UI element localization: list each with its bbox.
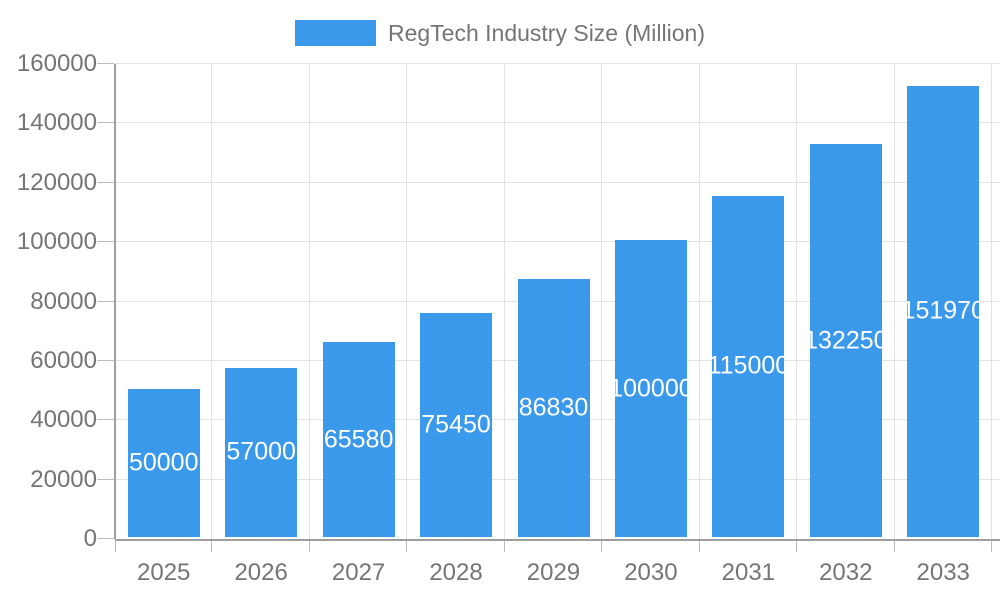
x-axis-tick	[796, 541, 798, 552]
x-axis-tick	[115, 541, 116, 552]
gridline-vertical	[893, 64, 895, 539]
x-axis-tick	[698, 541, 700, 552]
bar-value-label: 50000	[128, 448, 199, 477]
bar-value-label: 65580	[323, 425, 394, 454]
bar-value-label: 132250	[809, 326, 882, 355]
x-tick-label: 2028	[429, 559, 483, 586]
gridline-horizontal	[115, 181, 1000, 183]
gridline-vertical	[406, 64, 408, 539]
legend-swatch	[294, 20, 376, 46]
gridline-vertical	[698, 64, 700, 539]
x-tick-label: 2031	[721, 559, 776, 586]
x-tick-label: 2026	[234, 559, 288, 586]
gridline-vertical	[991, 64, 992, 539]
y-axis-tick	[97, 181, 114, 183]
y-tick-label: 80000	[30, 287, 97, 315]
x-axis-tick	[211, 541, 213, 552]
y-tick-label: 20000	[30, 465, 97, 493]
bar-2026: 57000	[225, 367, 298, 537]
y-tick-label: 40000	[30, 406, 97, 434]
bar-2030: 100000	[614, 240, 687, 537]
x-axis-tick	[601, 541, 603, 552]
chart-legend: RegTech Industry Size (Million)	[0, 19, 1000, 47]
y-tick-label: 100000	[16, 228, 97, 256]
gridline-vertical	[211, 64, 213, 539]
bar-value-label: 86830	[518, 393, 589, 422]
y-tick-label: 160000	[16, 50, 97, 77]
y-tick-label: 0	[83, 525, 97, 552]
x-axis-tick	[893, 541, 895, 552]
x-axis-line	[115, 539, 1000, 541]
y-axis-tick	[97, 478, 114, 480]
gridline-vertical	[601, 64, 603, 539]
y-axis-tick	[97, 359, 114, 361]
y-axis-tick	[97, 419, 114, 421]
y-axis-tick	[97, 63, 114, 64]
x-tick-label: 2030	[624, 559, 678, 586]
gridline-horizontal	[115, 241, 1000, 243]
x-tick-label: 2025	[137, 559, 191, 586]
x-axis-tick	[503, 541, 505, 552]
plot-area: 50000 57000 65580 75450 86830 100000 115000 132…	[114, 63, 1000, 552]
y-axis-tick	[97, 122, 114, 124]
bar-2032: 132250	[809, 144, 882, 537]
y-axis-tick	[97, 241, 114, 243]
bar-2031: 115000	[712, 195, 785, 537]
x-axis-tick	[406, 541, 408, 552]
y-axis-line	[114, 64, 116, 539]
bar-2027: 65580	[322, 342, 395, 537]
bar-value-label: 75450	[421, 410, 491, 439]
bar-2033: 151970	[907, 85, 980, 537]
bar-value-label: 100000	[614, 374, 687, 403]
x-axis: 2025 2026 2027 2028 2029 2030 2031 2032 2033	[115, 556, 992, 590]
y-axis-tick	[97, 300, 114, 302]
y-tick-label: 60000	[30, 346, 97, 374]
bar-value-label: 151970	[907, 296, 980, 325]
x-axis-tick	[308, 541, 310, 552]
x-tick-label: 2027	[331, 559, 386, 586]
y-axis: 0 20000 40000 60000 80000 100000 120000 140000 1…	[0, 50, 115, 552]
x-tick-label: 2029	[526, 559, 581, 586]
x-tick-label: 2033	[916, 559, 970, 586]
y-tick-label: 120000	[16, 168, 97, 196]
y-tick-label: 140000	[16, 109, 97, 137]
gridline-vertical	[308, 64, 310, 539]
bar-2029: 86830	[517, 279, 590, 537]
y-axis-tick	[97, 538, 114, 539]
gridline-horizontal	[115, 122, 1000, 124]
chart-title: RegTech Industry Size (Million)	[387, 20, 705, 46]
gridline-horizontal	[115, 63, 1000, 64]
bar-2028: 75450	[420, 313, 493, 537]
bar-value-label: 57000	[226, 437, 296, 466]
bar-value-label: 115000	[712, 351, 785, 380]
x-axis-tick	[991, 541, 992, 552]
bar-2025: 50000	[127, 388, 200, 537]
gridline-vertical	[503, 64, 505, 539]
x-tick-label: 2032	[819, 559, 873, 586]
gridline-vertical	[796, 64, 798, 539]
